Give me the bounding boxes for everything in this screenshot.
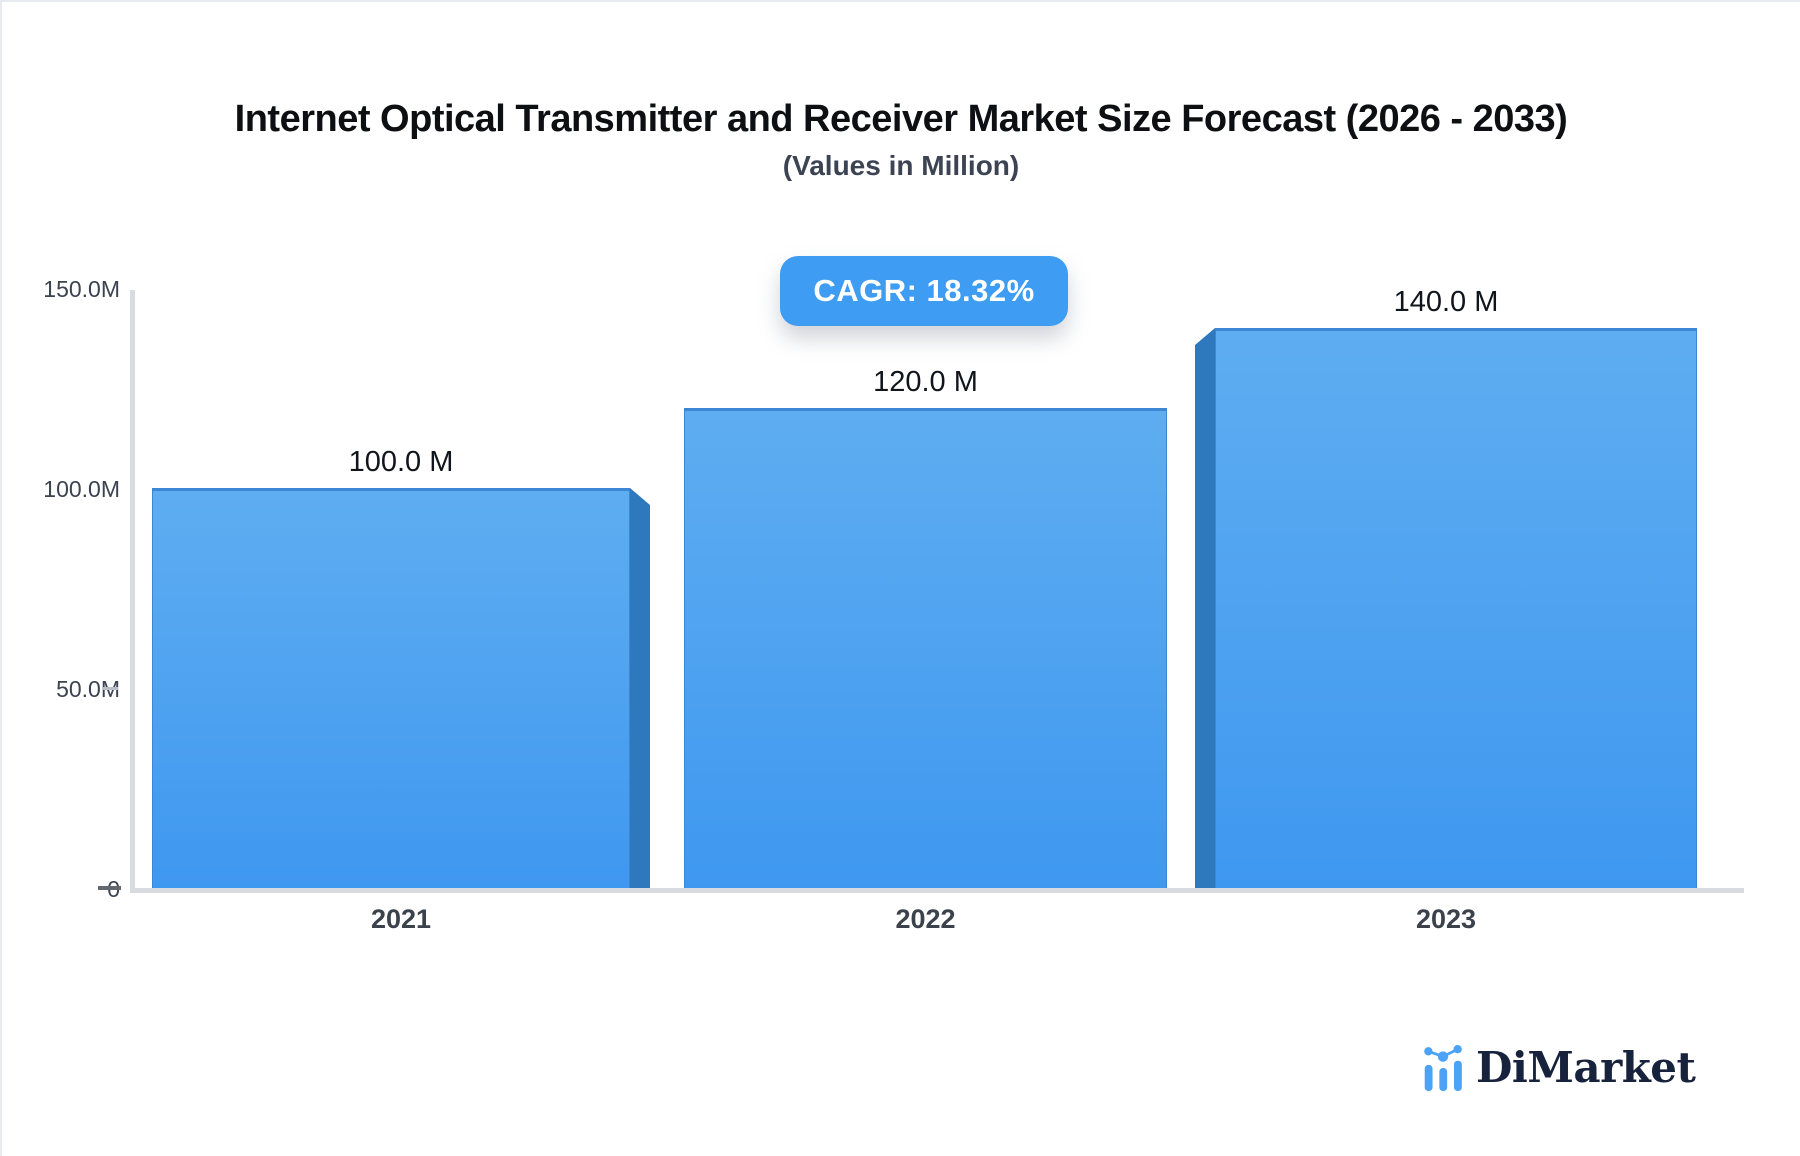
cagr-badge: CAGR: 18.32% (780, 256, 1068, 326)
bar-value-label: 100.0 M (348, 446, 454, 478)
bar-value-label: 140.0 M (1393, 286, 1499, 318)
y-axis-tick-mark (98, 886, 121, 890)
chart-title: Internet Optical Transmitter and Receive… (234, 98, 1568, 140)
bar-2023 (1215, 328, 1697, 888)
y-axis-tick-mark (102, 687, 118, 690)
x-axis-category-label: 2021 (370, 904, 432, 934)
bar-2022 (684, 408, 1167, 888)
x-axis-category-label: 2022 (895, 904, 956, 934)
y-axis-tick-label: 100.0M (43, 476, 120, 502)
logo-text: DiMarket (1476, 1042, 1696, 1092)
bar-3d-edge (630, 488, 650, 888)
y-axis-tick-label: 150.0M (43, 276, 120, 302)
x-axis-category-label: 2023 (1415, 904, 1477, 934)
bar-2021 (152, 488, 630, 888)
y-axis-line (130, 290, 135, 890)
chart-subtitle: (Values in Million) (782, 150, 1020, 181)
x-axis-line (130, 888, 1744, 893)
dimarket-logo: DiMarket (1420, 1042, 1696, 1092)
bar-chart-logo-icon (1424, 1045, 1462, 1092)
bar-value-label: 120.0 M (873, 366, 978, 398)
bar-3d-edge (1195, 328, 1215, 888)
